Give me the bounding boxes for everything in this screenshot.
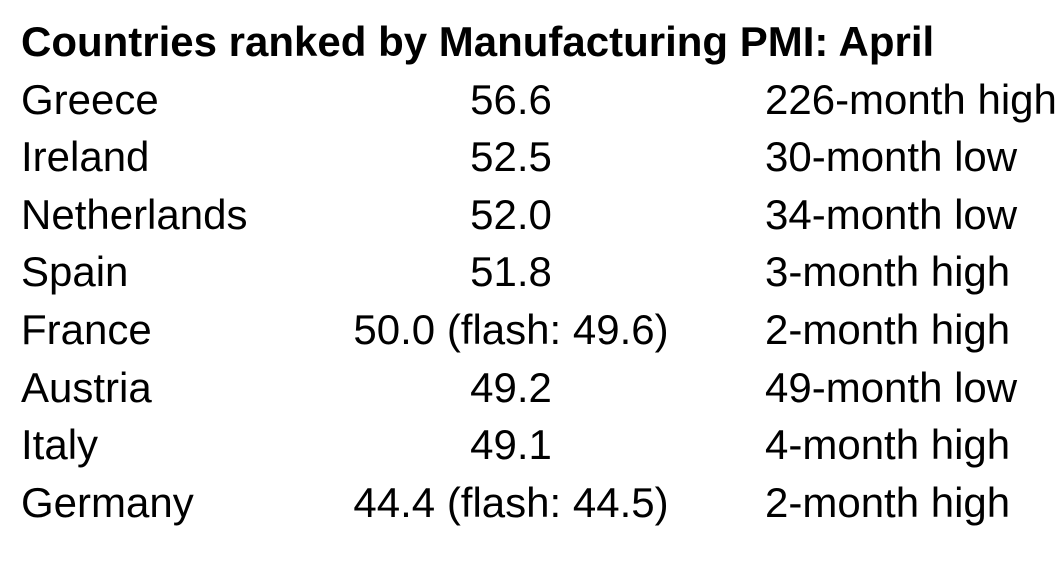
country-cell: France [21,305,152,353]
table-row: Netherlands 52.0 34-month low [21,186,1060,244]
page-title: Countries ranked by Manufacturing PMI: A… [21,18,935,65]
streak-note-cell: 2-month high [765,478,1011,526]
pmi-value-cell: 51.8 [470,248,552,296]
table-row: Germany 44.4 (flash: 44.5) 2-month high [21,474,1060,532]
streak-note-cell: 2-month high [765,305,1011,353]
pmi-value-cell: 56.6 [470,75,552,123]
pmi-value-cell: 49.2 [470,363,552,411]
streak-note-cell: 49-month low [765,363,1018,411]
streak-note-cell: 3-month high [765,248,1011,296]
country-cell: Spain [21,248,129,296]
pmi-value-cell: 52.0 [470,190,552,238]
country-cell: Austria [21,363,152,411]
streak-note-cell: 30-month low [765,133,1018,181]
table-row: Italy 49.1 4-month high [21,416,1060,474]
table-row: Greece 56.6 226-month high [21,71,1060,129]
country-cell: Italy [21,421,99,469]
country-cell: Ireland [21,133,150,181]
country-cell: Netherlands [21,190,248,238]
table-row: Austria 49.2 49-month low [21,359,1060,417]
table-row: France 50.0 (flash: 49.6) 2-month high [21,301,1060,359]
pmi-ranking-table: Greece 56.6 226-month high Ireland 52.5 … [21,71,1060,532]
country-cell: Greece [21,75,159,123]
streak-note-cell: 34-month low [765,190,1018,238]
table-row: Ireland 52.5 30-month low [21,128,1060,186]
pmi-value-cell: 44.4 (flash: 44.5) [353,478,669,526]
country-cell: Germany [21,478,194,526]
streak-note-cell: 4-month high [765,421,1011,469]
table-row: Spain 51.8 3-month high [21,243,1060,301]
pmi-value-cell: 52.5 [470,133,552,181]
streak-note-cell: 226-month high [765,75,1057,123]
pmi-value-cell: 49.1 [470,421,552,469]
pmi-value-cell: 50.0 (flash: 49.6) [353,305,669,353]
